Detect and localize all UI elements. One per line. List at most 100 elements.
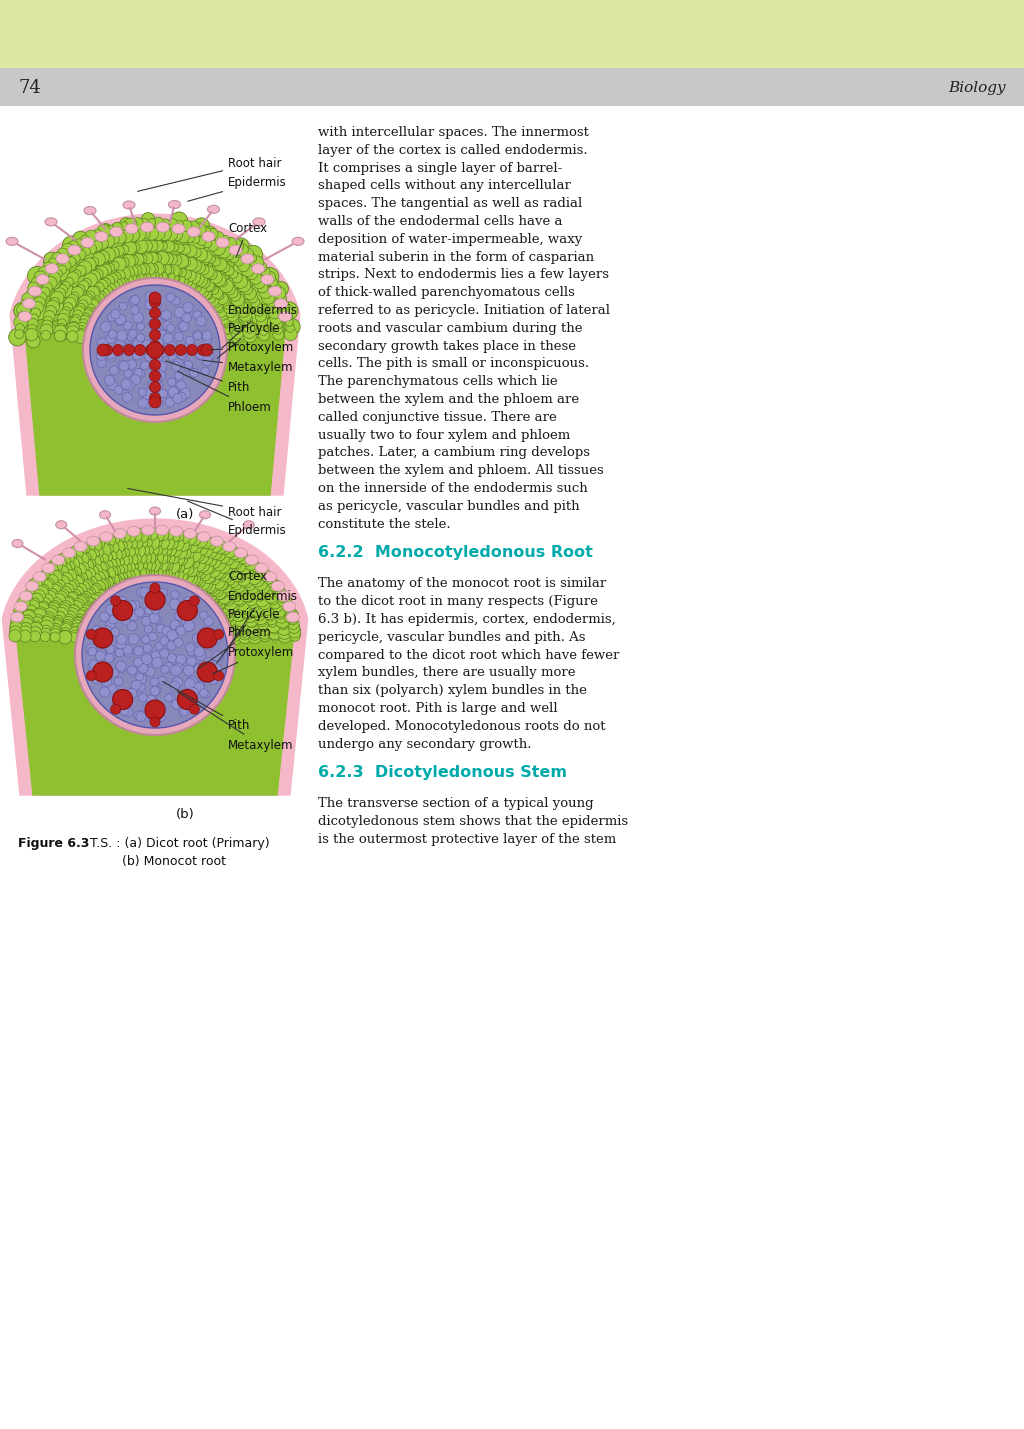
Circle shape <box>187 582 198 592</box>
Circle shape <box>181 580 191 590</box>
Circle shape <box>233 274 248 289</box>
Circle shape <box>175 577 187 590</box>
Ellipse shape <box>26 582 39 592</box>
Circle shape <box>160 649 169 657</box>
Circle shape <box>250 584 261 596</box>
Circle shape <box>133 657 142 667</box>
Circle shape <box>213 316 221 324</box>
Circle shape <box>194 683 205 693</box>
Circle shape <box>198 627 217 647</box>
Ellipse shape <box>200 510 211 519</box>
Circle shape <box>182 360 193 372</box>
Circle shape <box>56 576 70 589</box>
Circle shape <box>162 219 170 227</box>
Circle shape <box>166 693 175 702</box>
Circle shape <box>129 296 139 306</box>
Circle shape <box>153 537 162 547</box>
Text: It comprises a single layer of barrel-: It comprises a single layer of barrel- <box>318 161 562 174</box>
Circle shape <box>211 596 225 610</box>
Circle shape <box>199 577 213 592</box>
Circle shape <box>102 553 113 563</box>
Circle shape <box>58 284 68 294</box>
Circle shape <box>255 592 269 607</box>
Circle shape <box>231 592 242 602</box>
Circle shape <box>168 530 180 542</box>
Circle shape <box>150 370 161 382</box>
Circle shape <box>51 263 70 282</box>
Text: Cortex: Cortex <box>228 570 267 583</box>
Circle shape <box>141 584 156 599</box>
Circle shape <box>259 627 270 639</box>
Circle shape <box>59 573 73 586</box>
Circle shape <box>98 604 110 616</box>
Circle shape <box>191 290 204 302</box>
Circle shape <box>268 594 279 604</box>
Circle shape <box>227 547 241 560</box>
Circle shape <box>240 309 252 322</box>
Circle shape <box>34 297 45 309</box>
Circle shape <box>177 230 189 243</box>
Circle shape <box>112 223 122 233</box>
Circle shape <box>146 252 159 264</box>
Circle shape <box>267 303 278 313</box>
Circle shape <box>189 596 200 606</box>
Circle shape <box>22 293 34 304</box>
Circle shape <box>93 609 104 620</box>
Ellipse shape <box>75 542 87 552</box>
Circle shape <box>251 573 264 587</box>
Circle shape <box>83 567 95 580</box>
Circle shape <box>40 580 53 593</box>
Circle shape <box>17 312 27 320</box>
Circle shape <box>278 626 292 639</box>
Ellipse shape <box>23 299 36 309</box>
Circle shape <box>120 221 128 230</box>
Circle shape <box>176 244 184 253</box>
Circle shape <box>180 273 190 284</box>
Circle shape <box>241 263 255 277</box>
Circle shape <box>220 593 231 604</box>
Circle shape <box>161 254 171 264</box>
Circle shape <box>236 244 249 256</box>
Text: xylem bundles, there are usually more: xylem bundles, there are usually more <box>318 666 575 679</box>
Circle shape <box>203 300 211 309</box>
Circle shape <box>232 593 245 604</box>
Circle shape <box>44 276 57 289</box>
Circle shape <box>58 283 74 297</box>
Circle shape <box>145 227 159 240</box>
Circle shape <box>137 277 148 289</box>
Circle shape <box>202 227 211 236</box>
Circle shape <box>182 313 191 323</box>
Circle shape <box>123 707 133 716</box>
Circle shape <box>43 316 53 326</box>
Circle shape <box>92 626 101 634</box>
Circle shape <box>105 263 115 272</box>
Text: strips. Next to endodermis lies a few layers: strips. Next to endodermis lies a few la… <box>318 269 609 282</box>
Circle shape <box>207 269 217 280</box>
Circle shape <box>98 579 111 590</box>
Circle shape <box>242 247 254 260</box>
Circle shape <box>199 594 212 609</box>
Circle shape <box>134 529 148 543</box>
Ellipse shape <box>157 221 169 231</box>
Circle shape <box>212 623 224 634</box>
Circle shape <box>165 344 175 356</box>
Circle shape <box>13 604 27 619</box>
Circle shape <box>144 567 155 577</box>
Circle shape <box>216 602 230 616</box>
Circle shape <box>212 242 225 256</box>
Circle shape <box>80 544 90 553</box>
Circle shape <box>124 380 134 390</box>
Circle shape <box>120 590 131 602</box>
Text: Metaxylem: Metaxylem <box>203 360 294 373</box>
Text: pericycle, vascular bundles and pith. As: pericycle, vascular bundles and pith. As <box>318 630 586 644</box>
Circle shape <box>178 532 190 543</box>
Circle shape <box>20 299 31 310</box>
Circle shape <box>259 330 269 342</box>
Circle shape <box>67 323 80 336</box>
Circle shape <box>241 604 254 619</box>
Circle shape <box>140 219 150 227</box>
Circle shape <box>248 617 257 627</box>
Circle shape <box>13 316 28 329</box>
Circle shape <box>75 239 83 247</box>
Circle shape <box>63 303 73 312</box>
